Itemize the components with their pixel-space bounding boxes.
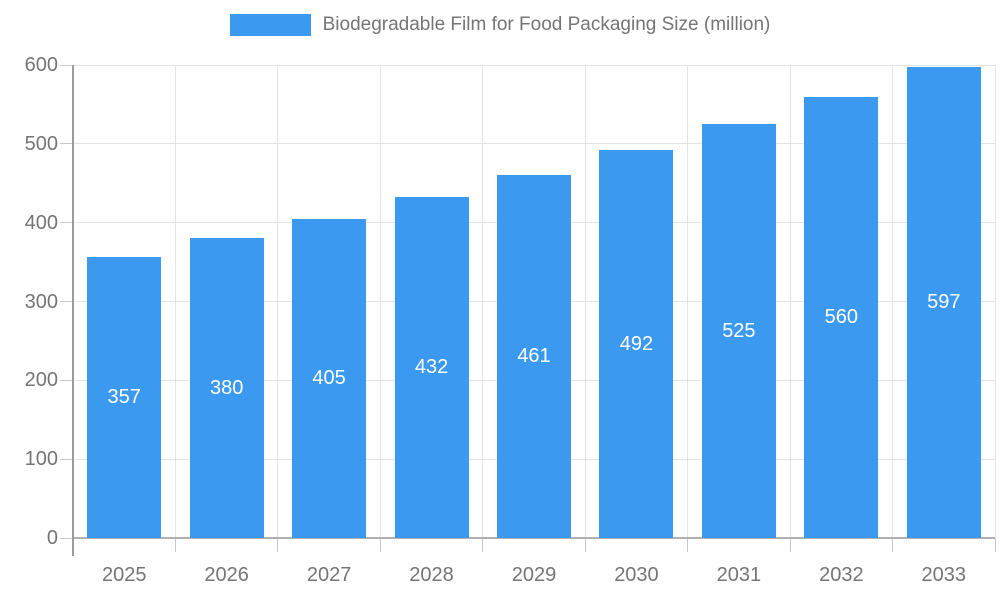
x-axis-tick [277,538,279,552]
bar-value-label: 525 [722,319,756,342]
x-axis-label: 2027 [306,564,352,586]
x-axis-tick [379,538,381,552]
bar-value-label: 357 [107,385,141,408]
x-axis-label: 2031 [716,564,762,586]
gridline-vertical [994,65,996,538]
bar-2029[interactable]: 461 [497,174,571,538]
bar-2025[interactable]: 357 [87,256,162,538]
y-axis-tick [60,537,73,539]
y-axis-label: 100 [24,448,58,471]
gridline-horizontal [73,143,995,145]
bar-value-label: 461 [517,344,551,367]
gridline-vertical [379,65,381,538]
x-axis-tick [994,538,996,552]
bar-value-label: 405 [312,366,346,389]
y-axis-tick [60,222,73,224]
gridline-vertical [174,65,176,538]
x-axis-tick [789,538,791,552]
x-axis-label: 2033 [921,564,967,586]
x-axis-line [73,537,995,539]
gridline-vertical [892,65,894,538]
x-axis-tick [482,538,484,552]
x-axis-tick [584,538,586,552]
x-axis-label: 2032 [819,564,864,586]
x-axis-label: 2026 [204,564,249,586]
gridline-vertical [789,65,791,538]
bar-value-label: 560 [824,305,859,328]
y-axis-label: 600 [24,54,58,76]
x-axis-label: 2030 [614,564,659,586]
x-axis-label: 2025 [101,564,147,586]
y-axis-line [72,65,74,556]
y-axis-tick [60,458,73,460]
legend-item[interactable]: Biodegradable Film for Food Packaging Si… [0,14,1000,36]
bar-value-label: 380 [209,376,244,399]
y-axis-tick [60,379,73,381]
x-axis-tick [687,538,689,552]
bar-2031[interactable]: 525 [701,124,776,538]
x-axis-label: 2029 [511,564,557,586]
bar-2030[interactable]: 492 [599,150,674,538]
y-axis-label: 0 [46,527,58,549]
gridline-vertical [277,65,279,538]
bar-2028[interactable]: 432 [394,197,469,538]
x-axis-tick [174,538,176,552]
x-axis-label: 2028 [409,564,454,586]
y-axis-label: 500 [24,132,58,155]
legend-label: Biodegradable Film for Food Packaging Si… [322,14,771,35]
gridline-vertical [482,65,484,538]
legend-swatch [229,14,311,36]
bar-2027[interactable]: 405 [292,218,367,538]
bar-value-label: 597 [927,291,961,314]
bar-2033[interactable]: 597 [906,67,981,538]
x-axis-tick [892,538,894,552]
gridline-vertical [687,65,689,538]
bar-2026[interactable]: 380 [189,238,264,538]
bar-2032[interactable]: 560 [804,96,879,538]
y-axis-label: 400 [24,211,58,234]
bar-value-label: 432 [414,356,449,379]
y-axis-tick [60,143,73,145]
y-axis-tick [60,64,73,66]
y-axis-tick [60,301,73,302]
gridline-horizontal [73,64,995,66]
gridline-vertical [584,65,586,538]
bar-value-label: 492 [619,332,654,355]
y-axis-label: 200 [24,369,58,392]
y-axis-label: 300 [24,290,58,313]
